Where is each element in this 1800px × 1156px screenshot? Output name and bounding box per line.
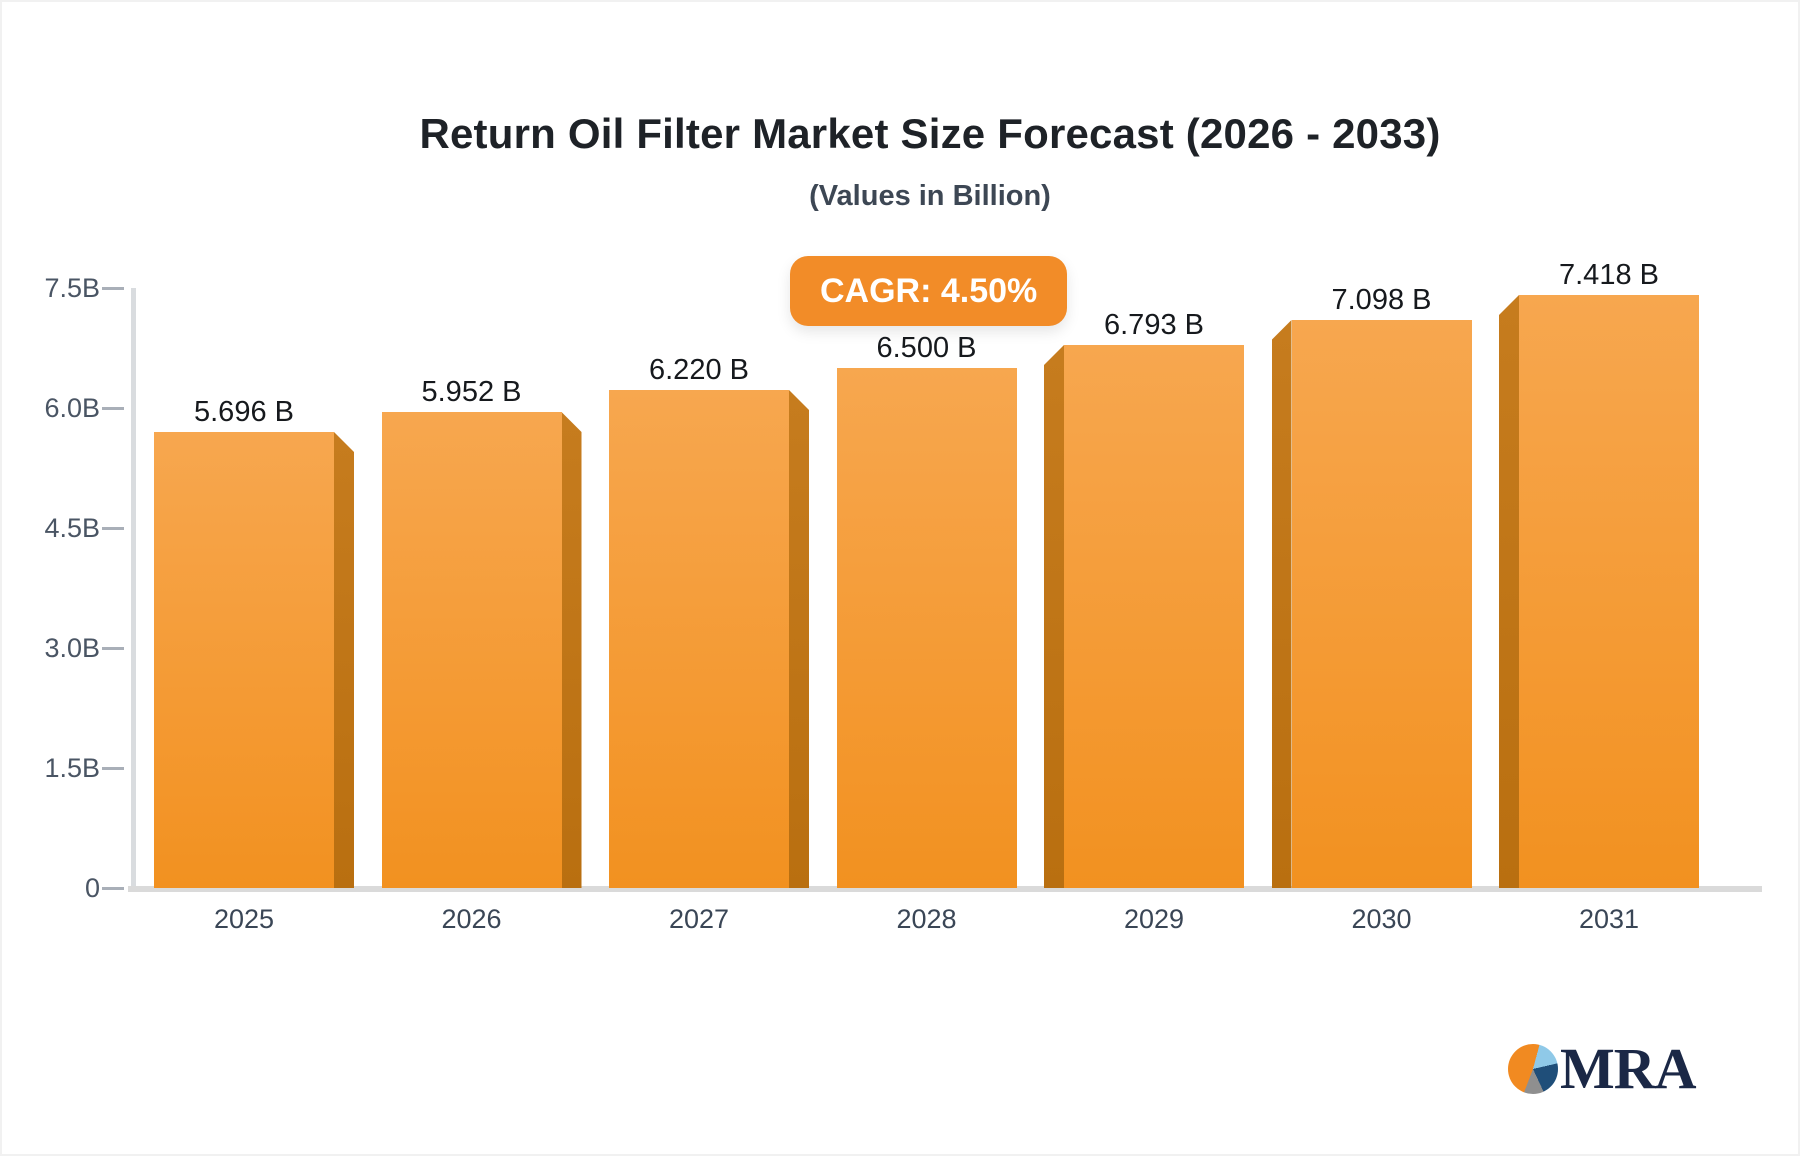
bar-side-face: [1271, 320, 1292, 888]
y-tick-mark: [102, 647, 124, 650]
bar-side-face: [561, 412, 582, 888]
bar-side-face: [789, 390, 809, 888]
bar-value-label: 7.098 B: [1331, 284, 1432, 316]
bar-value-label: 6.793 B: [1104, 309, 1204, 341]
y-tick-mark: [102, 287, 124, 290]
y-tick-label: 0: [84, 873, 100, 903]
bar-value-label: 7.418 B: [1559, 259, 1659, 291]
logo-text: MRA: [1560, 1036, 1697, 1101]
company-logo: MRA: [1508, 1036, 1697, 1101]
y-tick-label: 3.0B: [44, 633, 100, 663]
y-tick-label: 4.5B: [44, 513, 100, 543]
chart-title: Return Oil Filter Market Size Forecast (…: [419, 110, 1441, 157]
bar-2029: [1064, 345, 1244, 888]
y-tick-label: 1.5B: [44, 753, 100, 783]
x-axis-baseline: [128, 886, 1762, 892]
y-tick-label: 7.5B: [44, 273, 100, 303]
bar-value-label: 5.952 B: [421, 376, 522, 408]
chart-header: Return Oil Filter Market Size Forecast (…: [30, 110, 1798, 213]
bar-side-face: [334, 432, 354, 888]
y-tick-label: 6.0B: [44, 393, 100, 423]
cagr-badge: CAGR: 4.50%: [790, 256, 1068, 326]
chart-subtitle: (Values in Billion): [809, 180, 1051, 212]
x-tick-label: 2025: [213, 904, 275, 934]
x-tick-label: 2028: [896, 904, 957, 934]
y-tick-mark: [102, 407, 124, 410]
pie-chart-logo-icon: [1508, 1044, 1558, 1094]
bar-2025: [154, 432, 334, 888]
bar-2030: [1291, 320, 1472, 888]
bar-2026: [381, 412, 562, 888]
y-tick-mark: [102, 527, 124, 530]
bar-value-label: 6.220 B: [649, 354, 749, 386]
bar-2027: [609, 390, 789, 888]
x-tick-label: 2026: [441, 904, 502, 934]
bar-side-face: [1044, 345, 1064, 888]
x-tick-label: 2029: [1123, 904, 1185, 934]
x-tick-label: 2031: [1578, 904, 1640, 934]
bar-value-label: 6.500 B: [876, 332, 977, 364]
bar-value-label: 5.696 B: [194, 396, 294, 428]
bar-2028: [836, 368, 1017, 888]
y-tick-mark: [102, 887, 124, 890]
x-tick-label: 2030: [1351, 904, 1412, 934]
y-axis-line: [131, 288, 136, 892]
bar-2031: [1519, 295, 1699, 888]
bar-side-face: [1499, 295, 1519, 888]
y-tick-mark: [102, 767, 124, 770]
x-tick-label: 2027: [668, 904, 730, 934]
